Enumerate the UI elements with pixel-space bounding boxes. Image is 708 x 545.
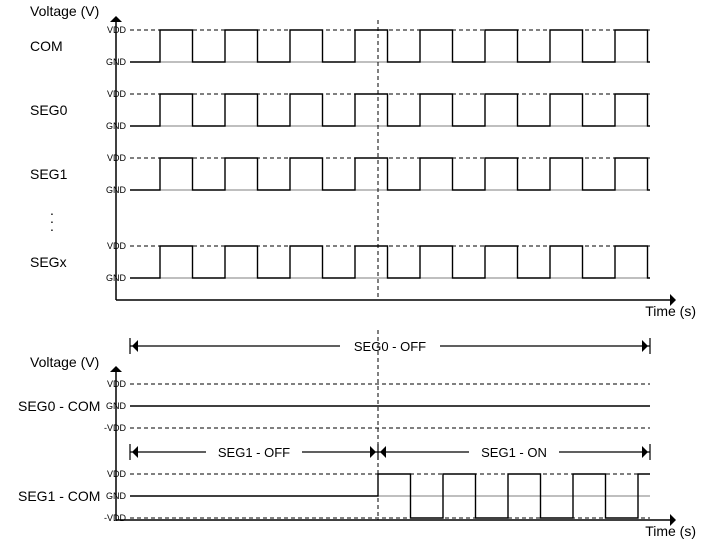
y-axis-label-bottom: Voltage (V) xyxy=(30,354,99,370)
annotation-seg1-on: SEG1 - ON xyxy=(481,445,547,460)
svg-text:VDD: VDD xyxy=(107,379,127,389)
signal-label: SEG1 xyxy=(30,166,68,182)
svg-text:VDD: VDD xyxy=(107,25,127,35)
signal-label: SEG1 - COM xyxy=(18,488,100,504)
svg-text:GND: GND xyxy=(106,491,127,501)
svg-text:GND: GND xyxy=(106,273,127,283)
waveform xyxy=(130,30,650,62)
y-axis-label-top: Voltage (V) xyxy=(30,3,99,19)
svg-text:VDD: VDD xyxy=(107,89,127,99)
svg-text:GND: GND xyxy=(106,121,127,131)
svg-text:-VDD: -VDD xyxy=(104,423,126,433)
annotation-seg1-off: SEG1 - OFF xyxy=(218,445,290,460)
signal-label: SEG0 xyxy=(30,102,68,118)
svg-text:VDD: VDD xyxy=(107,469,127,479)
svg-text:Time (s): Time (s) xyxy=(645,523,696,539)
svg-text:GND: GND xyxy=(106,401,127,411)
svg-text:VDD: VDD xyxy=(107,153,127,163)
timing-diagram: Voltage (V) Time (s) VDD GND COM VDD GND SEG0 VD… xyxy=(0,0,708,545)
svg-text:VDD: VDD xyxy=(107,241,127,251)
waveform xyxy=(130,94,650,126)
svg-text:.: . xyxy=(50,218,54,234)
svg-text:-VDD: -VDD xyxy=(104,513,126,523)
waveform xyxy=(130,246,650,278)
svg-text:GND: GND xyxy=(106,185,127,195)
waveform xyxy=(130,158,650,190)
signal-label: SEG0 - COM xyxy=(18,398,100,414)
signal-label: COM xyxy=(30,38,63,54)
signal-label: SEGx xyxy=(30,254,67,270)
annotation-seg0-off: SEG0 - OFF xyxy=(354,339,426,354)
svg-text:GND: GND xyxy=(106,57,127,67)
svg-text:Time (s): Time (s) xyxy=(645,303,696,319)
